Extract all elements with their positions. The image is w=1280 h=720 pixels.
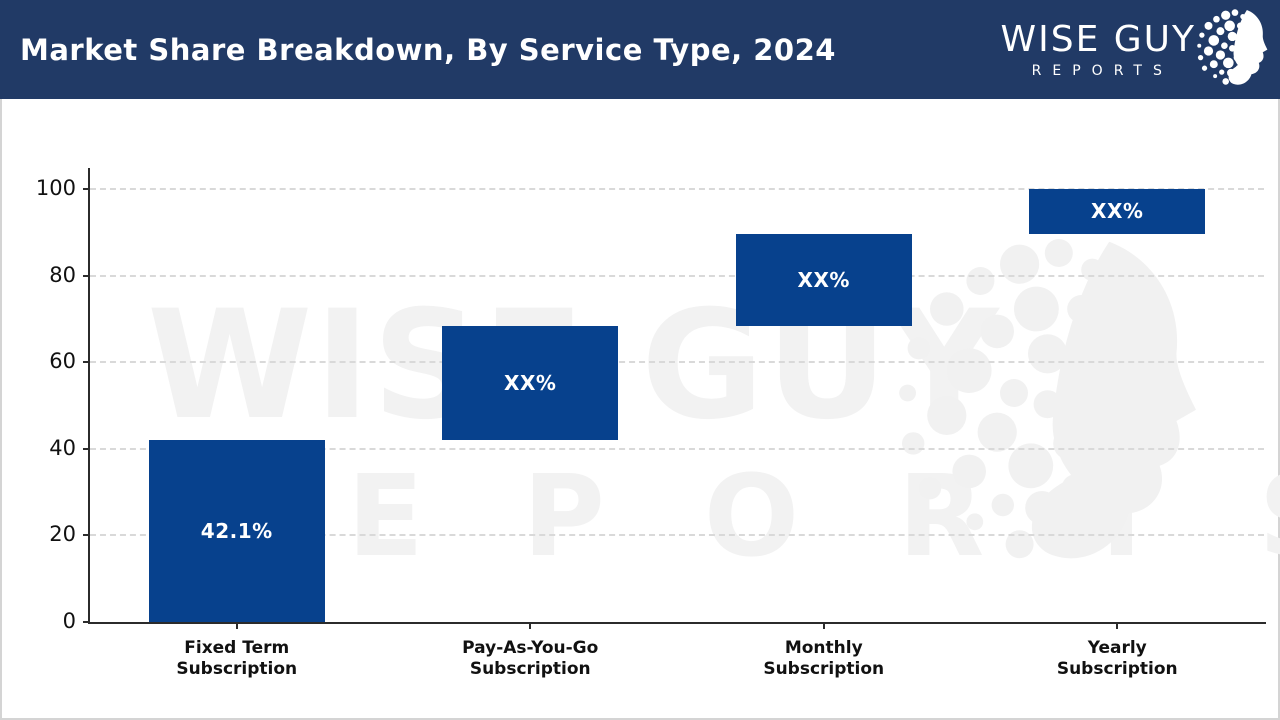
x-axis-tick: [1116, 622, 1119, 629]
bar: XX%: [735, 233, 912, 326]
x-axis-category-label: Monthly Subscription: [763, 638, 885, 680]
y-axis-tick: [83, 188, 90, 190]
y-axis-tick: [83, 274, 90, 277]
chart-panel: WISE GUY R E P O R T S 0 20 40 60 80 100 42.1%…: [0, 99, 1280, 720]
gridline: [90, 188, 1264, 190]
header-bar: Market Share Breakdown, By Service Type,…: [0, 0, 1280, 99]
wise-guy-logo: WISE GUY REPORTS: [1001, 6, 1273, 92]
bar-value-label: XX%: [504, 370, 557, 395]
y-axis-tick-label: 80: [49, 262, 76, 287]
y-axis-tick: [83, 447, 90, 450]
x-axis-category-label: Fixed Term Subscription: [176, 638, 298, 680]
bar: XX%: [1029, 189, 1206, 234]
bar: XX%: [442, 325, 619, 440]
x-axis-tick: [822, 622, 825, 629]
bar-value-label: 42.1%: [200, 518, 273, 543]
logo-wordmark-line1: WISE GUY: [1000, 19, 1196, 60]
chart-title: Market Share Breakdown, By Service Type,…: [20, 32, 836, 67]
gridline: [90, 274, 1264, 277]
y-axis-tick-label: 40: [49, 435, 76, 460]
y-axis-tick-label: 100: [35, 176, 76, 200]
x-axis-tick: [235, 622, 238, 629]
y-axis-tick: [83, 534, 90, 537]
logo-wordmark: WISE GUY REPORTS: [1001, 19, 1197, 79]
x-axis-category-label: Yearly Subscription: [1056, 638, 1178, 680]
y-axis-tick-label: 0: [62, 609, 76, 633]
y-axis-tick: [83, 361, 90, 364]
gridline: [90, 361, 1264, 364]
y-axis-tick-label: 20: [49, 522, 76, 547]
y-axis-spine: [88, 168, 90, 624]
x-axis-spine: [88, 622, 1266, 624]
logo-wordmark-line2: REPORTS: [1031, 63, 1173, 79]
y-axis-tick: [83, 621, 90, 623]
gridline: [90, 534, 1264, 537]
bar: 42.1%: [148, 439, 325, 622]
logo-dotted-head-icon: [1197, 9, 1268, 85]
bar-value-label: XX%: [1091, 199, 1144, 224]
y-axis-tick-label: 60: [49, 349, 76, 374]
x-axis-tick: [529, 622, 532, 629]
gridline: [90, 447, 1264, 450]
x-axis-category-label: Pay-As-You-Go Subscription: [462, 638, 599, 680]
bar-value-label: XX%: [797, 267, 850, 292]
